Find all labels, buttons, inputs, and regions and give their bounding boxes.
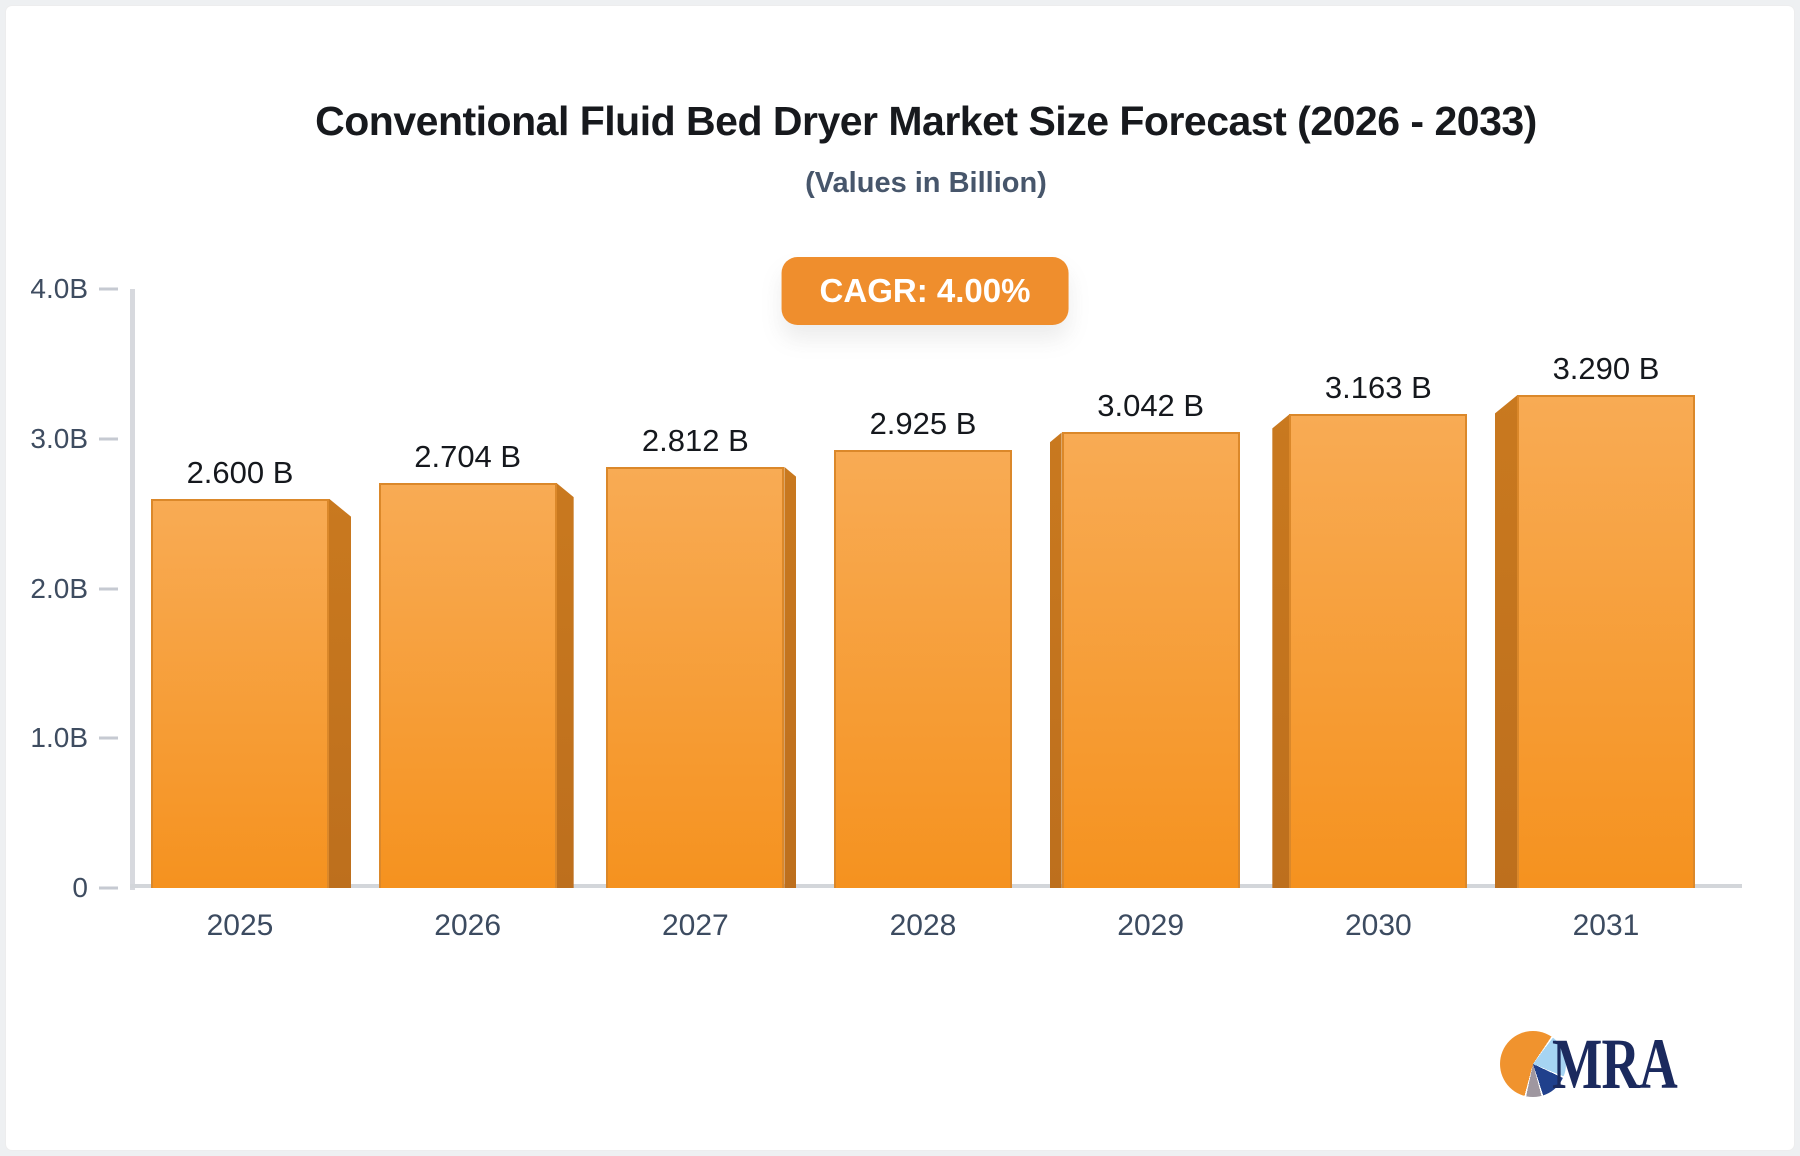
bar-value-label: 2.812 B [641, 422, 749, 458]
x-axis-label-2025: 2025 [206, 909, 274, 942]
bar-2027 [606, 466, 785, 888]
x-axis-label-2030: 2030 [1344, 909, 1412, 942]
bar-value-label: 2.925 B [869, 405, 977, 441]
chart-subtitle: (Values in Billion) [805, 167, 1047, 199]
bar-value-label: 3.042 B [1097, 388, 1205, 424]
chart-title: Conventional Fluid Bed Dryer Market Size… [315, 98, 1537, 144]
x-axis-label-2027: 2027 [661, 909, 729, 942]
x-axis-label-2029: 2029 [1117, 909, 1185, 942]
bar-value-label: 3.290 B [1552, 351, 1660, 387]
bar-3d-side [329, 498, 351, 888]
y-axis-tick-mark [99, 437, 118, 441]
bar-value-label: 2.600 B [186, 454, 294, 490]
bar-3d-side [1049, 432, 1062, 888]
bar-value-label: 2.704 B [414, 439, 522, 475]
bar-3d-side [1272, 414, 1290, 888]
bar-2029 [1061, 432, 1240, 888]
chart-card: Conventional Fluid Bed Dryer Market Size… [6, 6, 1794, 1150]
chart-header: Conventional Fluid Bed Dryer Market Size… [6, 6, 1794, 200]
logo-pie-icon [1500, 1031, 1566, 1097]
y-axis-tick-label: 4.0B [30, 273, 88, 304]
x-axis-label-2026: 2026 [434, 909, 502, 942]
cagr-badge: CAGR: 4.00% [781, 257, 1069, 325]
bar-2025 [151, 498, 329, 888]
y-axis-tick-mark [99, 587, 118, 590]
bar-3d-side [1495, 395, 1517, 888]
bar-2028 [834, 449, 1012, 888]
y-axis-tick-mark [99, 287, 118, 291]
y-axis-tick-mark [99, 886, 118, 890]
bar-chart-plot-area: 4.0B 3.0B 2.0B 1.0B 0 2.600 B 2025 2.704 B 2026 2… [30, 273, 1742, 942]
bar-3d-side [556, 483, 574, 888]
x-axis-label-2031: 2031 [1572, 909, 1640, 942]
bar-value-label: 3.163 B [1324, 370, 1432, 406]
bar-2026 [378, 483, 557, 888]
bar-3d-side [784, 466, 797, 888]
y-axis-tick-label: 1.0B [30, 722, 88, 754]
bar-2031 [1517, 395, 1695, 888]
brand-logo: MRA [1500, 1024, 1721, 1104]
y-axis-tick-label: 2.0B [30, 572, 88, 604]
y-axis-line [130, 289, 135, 890]
x-axis-label-2028: 2028 [889, 909, 957, 942]
y-axis-tick-label: 0 [72, 872, 88, 903]
y-axis-tick-mark [99, 736, 118, 740]
logo-text: MRA [1552, 1024, 1678, 1104]
y-axis-tick-label: 3.0B [30, 422, 88, 454]
bar-2030 [1289, 414, 1468, 888]
